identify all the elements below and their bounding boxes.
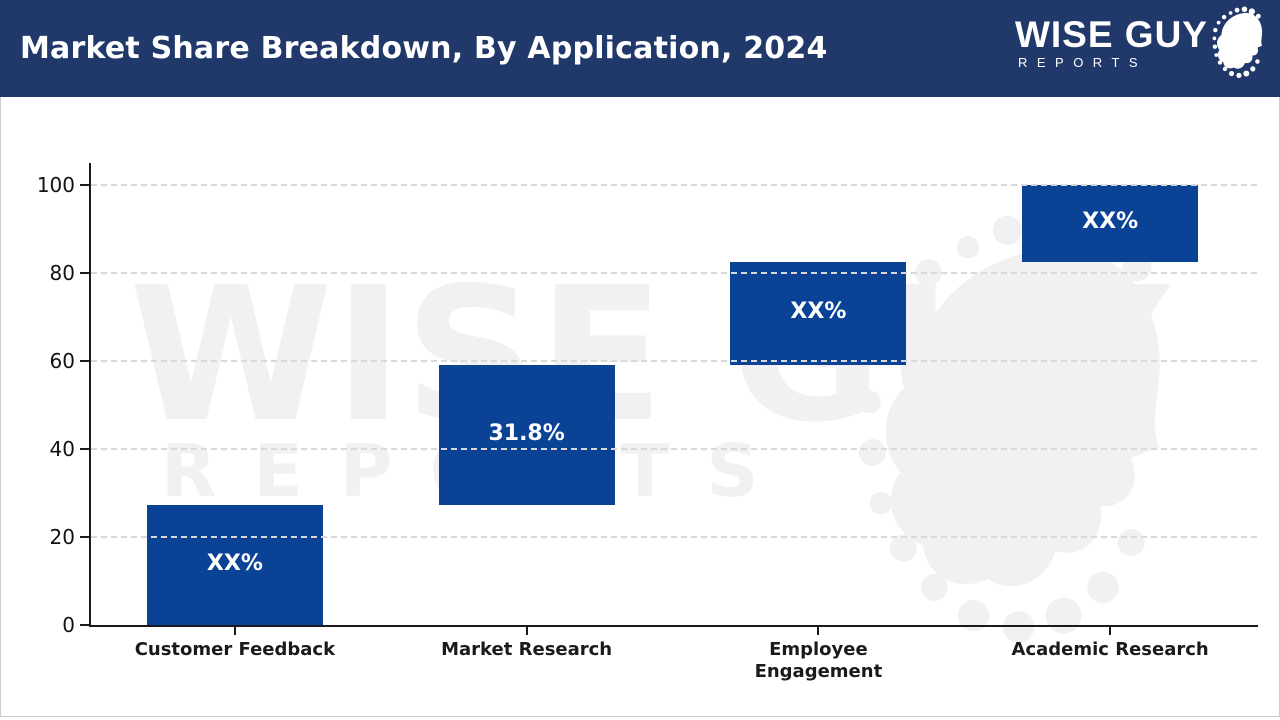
bar-customer-feedback [146,504,323,625]
y-tick-label-40: 40 [49,437,75,461]
bar-market-research [438,364,615,505]
y-tick-60 [80,360,89,362]
wiseguy-head-icon [1212,6,1263,78]
x-axis: Customer Feedback Market Research Employee… [1,97,1279,716]
y-tick-label-0: 0 [62,613,75,637]
y-tick-label-80: 80 [49,261,75,285]
x-tick-employee-engagement [817,627,820,635]
page-title: Market Share Breakdown, By Application, … [20,31,828,66]
logo-wordmark: WISE GUY [1014,14,1208,56]
x-tick-label-academic-research: Academic Research [1011,639,1209,660]
y-axis-spine [89,163,91,627]
x-tick-customer-feedback [233,627,236,635]
header: Market Share Breakdown, By Application, … [0,0,1280,97]
y-tick-40 [80,448,89,450]
x-tick-academic-research [1109,627,1112,635]
x-tick-label-employee-engagement: Employee Engagement [754,639,883,682]
x-axis-spine [89,625,1258,627]
x-tick-label-market-research: Market Research [441,639,613,660]
x-tick-label-customer-feedback: Customer Feedback [134,639,336,660]
y-axis: 0 20 40 60 80 100 [1,97,1279,716]
wiseguy-logo: WISE GUY REPORTS [1015,6,1266,80]
y-tick-0 [80,624,89,626]
y-tick-80 [80,272,89,274]
logo-text: WISE GUY REPORTS [1014,14,1208,70]
logo-reports-label: REPORTS [1017,54,1148,70]
y-tick-label-60: 60 [49,349,75,373]
y-tick-label-20: 20 [49,525,75,549]
bar-value-label-employee-engagement: XX% [790,299,847,325]
chart-canvas: WISE GUY R E P O R T S XX%31.8%XX%XX% 02… [0,97,1280,717]
y-tick-label-100: 100 [36,173,75,197]
y-tick-20 [80,536,89,538]
bar-value-label-market-research: 31.8% [488,420,565,446]
y-tick-100 [80,184,89,186]
chart: XX% 31.8% XX% XX% 0 20 40 60 80 100 Customer Fee… [1,97,1279,716]
bar-value-label-customer-feedback: XX% [206,550,263,576]
x-tick-market-research [525,627,528,635]
